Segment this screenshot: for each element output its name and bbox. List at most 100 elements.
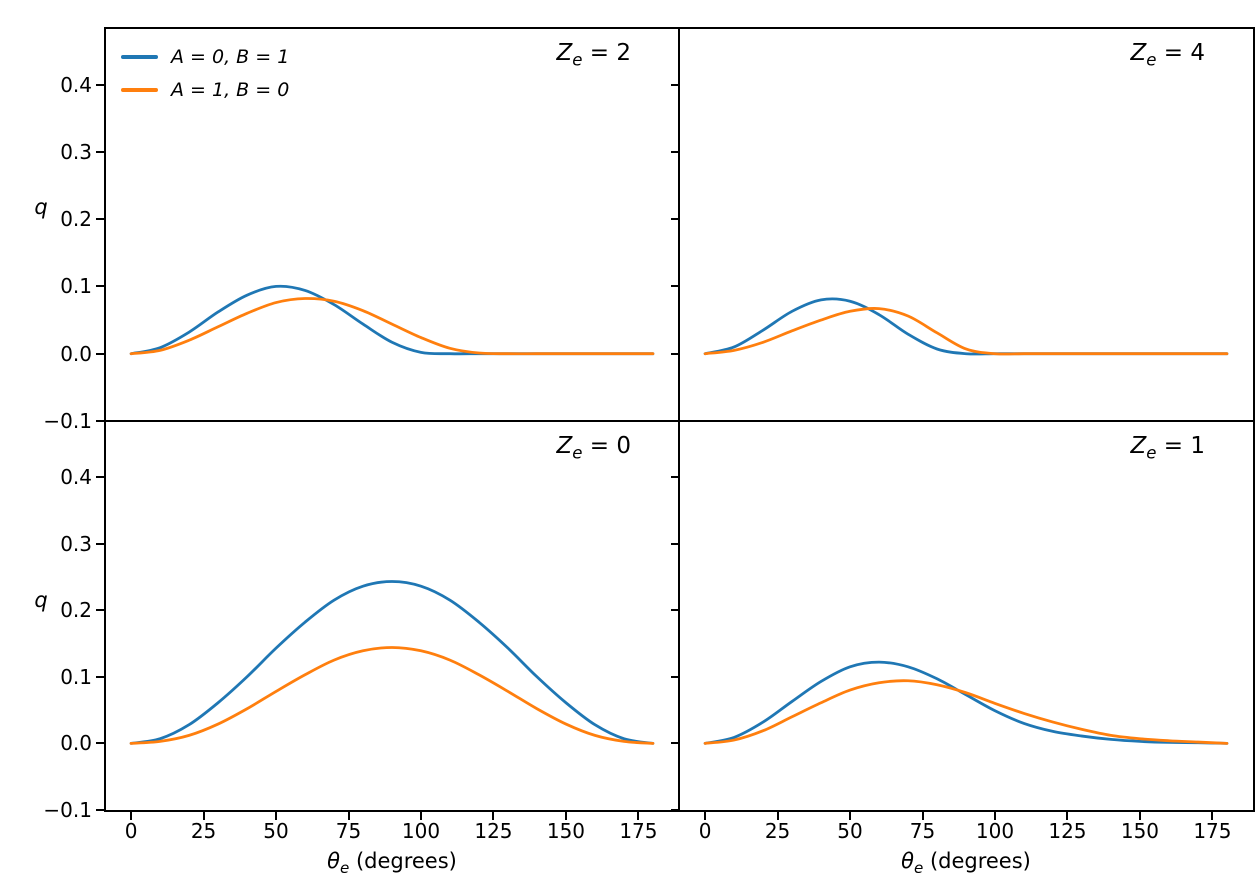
curve-a1-b0 — [129, 297, 655, 356]
curves-plot-area — [703, 297, 1229, 356]
y-tick-label: 0.4 — [60, 464, 92, 489]
title-subscript: e — [1146, 443, 1157, 463]
y-tick — [96, 475, 104, 478]
title-value: = 0 — [582, 433, 631, 459]
y-tick — [96, 609, 104, 612]
x-axis-label-left: θe (degrees) — [242, 849, 542, 877]
curve-a1-b0 — [703, 679, 1229, 745]
y-tick-label: 0.3 — [60, 139, 92, 164]
title-value: = 1 — [1156, 433, 1205, 459]
theta-subscript: e — [339, 859, 350, 878]
x-tick-label: 0 — [124, 819, 138, 843]
curve-a0-b1 — [129, 580, 655, 745]
panel-ze-1: Ze = 1 — [679, 421, 1253, 810]
legend-label-orange: A = 1, B = 0 — [171, 78, 290, 101]
theta-symbol: θ — [327, 849, 340, 873]
y-tick — [96, 742, 104, 745]
title-symbol: Z — [1130, 433, 1147, 459]
y-tick — [96, 809, 104, 811]
curves-plot-area — [129, 284, 655, 356]
xlabel-units: (degrees) — [349, 849, 457, 873]
title-symbol: Z — [556, 433, 573, 459]
x-tick — [275, 812, 278, 820]
x-tick — [637, 812, 640, 820]
y-tick-label: −0.1 — [43, 409, 92, 433]
panel-ze-0: Ze = 0 — [105, 421, 679, 810]
curve-a0-b1 — [703, 660, 1229, 745]
x-tick-label: 100 — [975, 819, 1015, 843]
title-value: = 4 — [1156, 40, 1205, 66]
curves-plot-area — [129, 580, 655, 745]
curve-a1-b0 — [129, 646, 655, 745]
panel-divider-horizontal — [104, 420, 1255, 422]
y-axis-label-top: q — [34, 195, 48, 219]
y-tick-label: 0.1 — [60, 664, 92, 689]
x-tick — [1211, 812, 1214, 820]
curve-a1-b0 — [703, 307, 1229, 356]
y-tick-label: 0.4 — [60, 72, 92, 97]
y-tick — [96, 675, 104, 678]
x-tick-label: 25 — [764, 819, 791, 843]
y-tick-label: 0.3 — [60, 531, 92, 556]
x-tick — [130, 812, 133, 820]
panel-title-ze-0: Ze = 0 — [557, 433, 631, 463]
x-tick-label: 125 — [1048, 819, 1087, 843]
panel-title-ze-2: Ze = 2 — [557, 40, 631, 70]
legend-entry-orange: A = 1, B = 0 — [121, 73, 289, 106]
panel-title-ze-1: Ze = 1 — [1131, 433, 1205, 463]
legend: A = 0, B = 1 A = 1, B = 0 — [121, 40, 289, 106]
y-tick-label: 0.0 — [60, 731, 92, 756]
x-tick-label: 50 — [837, 819, 863, 843]
y-tick-label: −0.1 — [43, 798, 92, 822]
x-tick — [704, 812, 707, 820]
x-tick — [1066, 812, 1069, 820]
title-symbol: Z — [1130, 40, 1147, 66]
x-tick-label: 125 — [474, 819, 513, 843]
x-tick-label: 175 — [619, 819, 658, 843]
x-tick — [202, 812, 205, 820]
x-tick — [419, 812, 422, 820]
x-tick-label: 25 — [190, 819, 217, 843]
panel-ze-4: Ze = 4 — [679, 28, 1253, 421]
title-subscript: e — [572, 50, 583, 70]
legend-line-swatch-orange — [121, 87, 158, 92]
x-tick-label: 150 — [1120, 819, 1160, 843]
x-tick — [564, 812, 567, 820]
y-tick-label: 0.1 — [60, 274, 92, 299]
y-tick — [96, 285, 104, 288]
title-subscript: e — [572, 443, 583, 463]
y-tick — [96, 83, 104, 86]
panel-title-ze-4: Ze = 4 — [1131, 40, 1205, 70]
y-axis-label-bottom: q — [34, 588, 48, 612]
y-tick — [96, 542, 104, 545]
x-tick — [776, 812, 779, 820]
x-axis-label-right: θe (degrees) — [816, 849, 1116, 877]
y-tick — [96, 150, 104, 153]
y-tick — [96, 218, 104, 221]
x-tick — [921, 812, 924, 820]
panel-divider-vertical — [678, 27, 680, 812]
title-subscript: e — [1146, 50, 1157, 70]
y-tick — [96, 352, 104, 355]
title-value: = 2 — [582, 40, 631, 66]
title-symbol: Z — [556, 40, 573, 66]
panel-ze-2: Ze = 2 A = 0, B = 1 A = 1, B = 0 — [105, 28, 679, 421]
legend-entry-blue: A = 0, B = 1 — [121, 40, 289, 73]
x-tick — [993, 812, 996, 820]
x-tick-label: 100 — [401, 819, 441, 843]
x-tick-label: 175 — [1193, 819, 1232, 843]
x-tick-label: 75 — [335, 819, 362, 843]
y-tick — [96, 420, 104, 422]
theta-symbol: θ — [901, 849, 914, 873]
curves-plot-area — [703, 660, 1229, 745]
x-tick-label: 50 — [263, 819, 289, 843]
theta-subscript: e — [913, 859, 924, 878]
x-tick — [1138, 812, 1141, 820]
legend-label-blue: A = 0, B = 1 — [171, 45, 290, 68]
x-tick — [347, 812, 350, 820]
x-tick — [849, 812, 852, 820]
x-tick-label: 150 — [546, 819, 586, 843]
y-tick-label: 0.0 — [60, 341, 92, 366]
x-tick-label: 0 — [698, 819, 712, 843]
